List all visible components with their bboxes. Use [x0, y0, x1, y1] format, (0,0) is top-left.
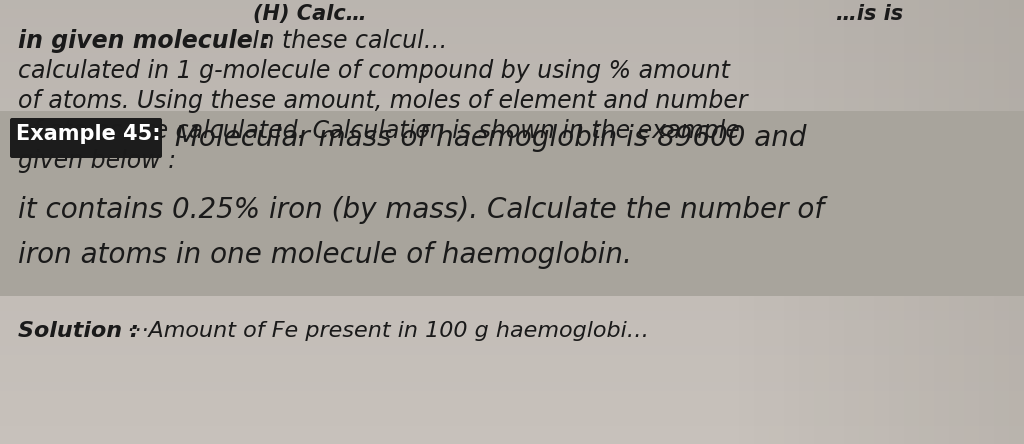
Bar	[0, 62, 1024, 71]
Bar	[0, 293, 1024, 302]
Bar	[0, 142, 1024, 151]
Bar	[0, 302, 1024, 311]
Bar	[0, 53, 1024, 62]
Bar	[0, 435, 1024, 444]
Bar	[0, 178, 1024, 186]
Bar	[0, 169, 1024, 178]
Bar	[0, 258, 1024, 266]
Bar	[0, 329, 1024, 337]
Bar	[0, 107, 1024, 115]
Bar	[0, 80, 1024, 89]
Bar	[0, 160, 1024, 169]
Bar	[0, 98, 1024, 107]
Bar	[0, 240, 1024, 249]
Bar	[919, 0, 934, 444]
Bar	[0, 249, 1024, 258]
Bar	[0, 115, 1024, 124]
Bar	[769, 0, 784, 444]
Text: Example 45:: Example 45:	[16, 124, 161, 144]
Bar	[0, 373, 1024, 382]
Text: …is is: …is is	[837, 4, 903, 24]
Bar	[949, 0, 964, 444]
Text: in given molecule :: in given molecule :	[18, 29, 270, 53]
Bar	[0, 151, 1024, 160]
Bar	[994, 0, 1009, 444]
Text: In these calcul…: In these calcul…	[245, 29, 447, 53]
Bar	[0, 133, 1024, 142]
Bar	[0, 195, 1024, 204]
Bar	[889, 0, 904, 444]
Text: of atoms are calculated. Calculation is shown in the example: of atoms are calculated. Calculation is …	[18, 119, 739, 143]
Bar	[0, 355, 1024, 364]
Bar	[784, 0, 799, 444]
Bar	[904, 0, 919, 444]
Bar	[0, 426, 1024, 435]
Bar	[0, 71, 1024, 80]
Bar	[0, 408, 1024, 417]
Bar	[0, 275, 1024, 284]
Bar	[0, 346, 1024, 355]
Text: iron atoms in one molecule of haemoglobin.: iron atoms in one molecule of haemoglobi…	[18, 241, 632, 269]
Bar	[0, 311, 1024, 320]
Bar	[979, 0, 994, 444]
Text: it contains 0.25% iron (by mass). Calculate the number of: it contains 0.25% iron (by mass). Calcul…	[18, 196, 824, 224]
Bar	[0, 231, 1024, 240]
Bar	[0, 320, 1024, 329]
Bar	[964, 0, 979, 444]
Bar	[0, 337, 1024, 346]
Bar	[0, 213, 1024, 222]
Bar	[934, 0, 949, 444]
Text: Solution :: Solution :	[18, 321, 138, 341]
Bar	[859, 0, 874, 444]
Bar	[739, 0, 754, 444]
Bar	[0, 417, 1024, 426]
Text: (H) Calc…: (H) Calc…	[253, 4, 367, 24]
Bar	[799, 0, 814, 444]
Bar	[0, 266, 1024, 275]
Bar	[0, 186, 1024, 195]
Bar	[844, 0, 859, 444]
Bar	[754, 0, 769, 444]
Text: calculated in 1 g-molecule of compound by using % amount: calculated in 1 g-molecule of compound b…	[18, 59, 730, 83]
Text: given below :: given below :	[18, 149, 176, 173]
FancyBboxPatch shape	[10, 118, 162, 158]
Bar	[0, 111, 1024, 296]
Bar	[874, 0, 889, 444]
Bar	[0, 204, 1024, 213]
Bar	[0, 382, 1024, 391]
Text: Molecular mass of haemoglobin is 89600 and: Molecular mass of haemoglobin is 89600 a…	[166, 124, 807, 152]
Bar	[1009, 0, 1024, 444]
Bar	[0, 0, 1024, 9]
Bar	[0, 364, 1024, 373]
Bar	[0, 18, 1024, 27]
Bar	[0, 44, 1024, 53]
Bar	[0, 124, 1024, 133]
Bar	[814, 0, 829, 444]
Bar	[0, 222, 1024, 231]
Bar	[0, 9, 1024, 18]
Bar	[0, 400, 1024, 408]
Bar	[829, 0, 844, 444]
Text: ···Amount of Fe present in 100 g haemoglobi…: ···Amount of Fe present in 100 g haemogl…	[120, 321, 649, 341]
Text: of atoms. Using these amount, moles of element and number: of atoms. Using these amount, moles of e…	[18, 89, 748, 113]
Bar	[0, 391, 1024, 400]
Bar	[0, 284, 1024, 293]
Bar	[0, 27, 1024, 36]
Bar	[0, 36, 1024, 44]
Bar	[0, 89, 1024, 98]
